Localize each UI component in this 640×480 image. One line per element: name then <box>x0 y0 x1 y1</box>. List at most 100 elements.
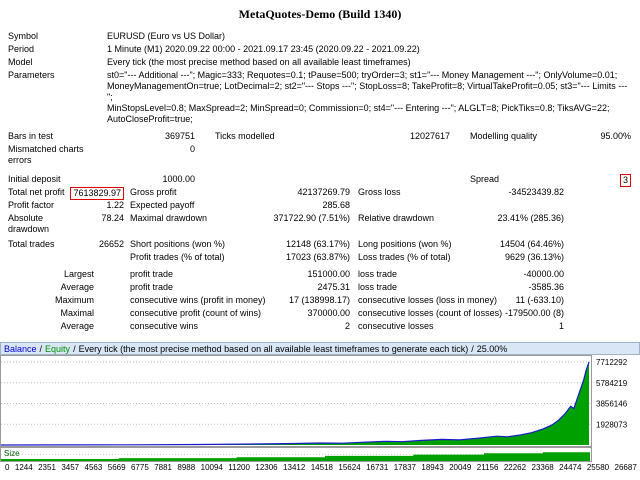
average-profit-trade-value: 2475.31 <box>317 282 350 292</box>
max-consecutive-losses-value: 11 (-633.10) <box>515 295 564 305</box>
average-loss-trade-value: -3585.36 <box>528 282 564 292</box>
total-trades-label: Total trades <box>8 239 55 249</box>
gross-loss-label: Gross loss <box>358 187 401 197</box>
x-axis-label: 10094 <box>200 463 223 472</box>
balance-graph-section: Balance / Equity / Every tick (the most prec… <box>0 342 640 473</box>
x-axis-label: 3457 <box>61 463 80 472</box>
y-axis-label: 5784219 <box>596 379 628 388</box>
net-profit-highlight-box: 7613829.97 <box>70 187 124 200</box>
x-axis-label: 22262 <box>503 463 527 472</box>
row-parameters: Parameters st0="--- Additional ---"; Mag… <box>0 70 640 125</box>
row-maximum-consecutive: Maximum consecutive wins (profit in mone… <box>0 295 640 308</box>
legend-separator: / <box>471 344 474 354</box>
graph-legend: Balance / Equity / Every tick (the most prec… <box>0 342 640 355</box>
x-axis-label: 14518 <box>310 463 333 472</box>
profit-trades-value: 17023 (63.87%) <box>285 252 350 262</box>
symbol-label: Symbol <box>8 31 39 41</box>
row-maximal-consecutive: Maximal consecutive profit (count of win… <box>0 308 640 321</box>
average-label: Average <box>60 282 94 292</box>
spread-highlight-box: 3 <box>619 174 631 187</box>
gross-profit-value: 42137269.79 <box>297 187 350 197</box>
row-bars-in-test: Bars in test 369751 Ticks modelled 12027… <box>0 131 640 144</box>
largest-label: Largest <box>63 269 94 279</box>
symbol-value: EURUSD (Euro vs US Dollar) <box>107 31 226 41</box>
maximal-consecutive-profit-label: consecutive profit (count of wins) <box>130 308 262 318</box>
deposit-value: 1000.00 <box>162 174 195 184</box>
max-consecutive-losses-label: consecutive losses (loss in money) <box>358 295 498 305</box>
x-axis-label: 0 <box>5 463 10 472</box>
maximum-label: Maximum <box>54 295 94 305</box>
y-axis-label: 1928073 <box>596 420 628 429</box>
lot-size-chart <box>0 447 592 462</box>
x-axis-label: 18943 <box>421 463 444 472</box>
expected-payoff-value: 285.68 <box>322 200 350 210</box>
x-axis-label: 11200 <box>228 463 250 472</box>
y-axis-label: 3856146 <box>596 400 628 409</box>
legend-separator: / <box>73 344 76 354</box>
ticks-value: 12027617 <box>409 131 450 141</box>
mismatched-value: 0 <box>189 144 195 154</box>
row-profit-trades: Profit trades (% of total) 17023 (63.87%… <box>0 252 640 265</box>
quality-label: Modelling quality <box>470 131 538 141</box>
long-positions-value: 14504 (64.46%) <box>499 239 564 249</box>
maximal-consecutive-losses-label: consecutive losses (count of losses) <box>358 308 503 318</box>
legend-model-text: Every tick (the most precise method base… <box>78 344 469 354</box>
maximal-consecutive-profit-value: 370000.00 <box>307 308 350 318</box>
profit-trades-label: Profit trades (% of total) <box>130 252 225 262</box>
spread-label: Spread <box>470 174 500 184</box>
net-profit-value: 7613829.97 <box>70 187 124 200</box>
relative-drawdown-value: 23.41% (285.36) <box>497 213 564 223</box>
x-axis-label: 6775 <box>130 463 149 472</box>
avg-consecutive-losses-value: 1 <box>558 321 564 331</box>
relative-drawdown-label: Relative drawdown <box>358 213 435 223</box>
quality-value: 95.00% <box>600 131 631 141</box>
profit-factor-label: Profit factor <box>8 200 55 210</box>
short-positions-value: 12148 (63.17%) <box>285 239 350 249</box>
parameters-label: Parameters <box>8 70 55 80</box>
max-consecutive-wins-label: consecutive wins (profit in money) <box>130 295 266 305</box>
row-profit-factor: Profit factor 1.22 Expected payoff 285.6… <box>0 200 640 213</box>
period-value: 1 Minute (M1) 2020.09.22 00:00 - 2021.09… <box>107 44 420 54</box>
x-axis-label: 2351 <box>38 463 56 472</box>
row-largest: Largest profit trade 151000.00 loss trad… <box>0 269 640 282</box>
loss-trades-label: Loss trades (% of total) <box>358 252 451 262</box>
legend-balance: Balance <box>4 344 37 354</box>
mismatched-label: Mismatched charts errors <box>8 144 84 165</box>
largest-loss-trade-value: -40000.00 <box>523 269 564 279</box>
x-axis-label: 17837 <box>393 463 416 472</box>
avg-consecutive-label: Average <box>60 321 94 331</box>
size-chart-label: Size <box>4 449 20 458</box>
size-chart-section: Size <box>0 447 640 462</box>
largest-profit-trade-value: 151000.00 <box>307 269 350 279</box>
row-model: Model Every tick (the most precise metho… <box>0 57 640 70</box>
gross-profit-label: Gross profit <box>130 187 177 197</box>
row-net-profit: Total net profit 7613829.97 Gross profit… <box>0 187 640 200</box>
largest-profit-trade-label: profit trade <box>130 269 174 279</box>
long-positions-label: Long positions (won %) <box>358 239 452 249</box>
x-axis-label: 1244 <box>14 463 33 472</box>
spread-value: 3 <box>580 174 631 187</box>
report-title: MetaQuotes-Demo (Build 1340) <box>238 7 402 21</box>
row-average-consecutive: Average consecutive wins 2 consecutive l… <box>0 321 640 334</box>
x-axis-label: 16731 <box>366 463 389 472</box>
x-axis-label: 25580 <box>586 463 610 472</box>
largest-loss-trade-label: loss trade <box>358 269 398 279</box>
ticks-label: Ticks modelled <box>215 131 275 141</box>
absolute-drawdown-value: 78.24 <box>101 213 124 223</box>
x-axis-label: 15624 <box>338 463 361 472</box>
x-axis-label: 24474 <box>559 463 582 472</box>
avg-consecutive-wins-label: consecutive wins <box>130 321 199 331</box>
x-axis-label: 7881 <box>154 463 172 472</box>
model-value: Every tick (the most precise method base… <box>107 57 411 67</box>
expected-payoff-label: Expected payoff <box>130 200 195 210</box>
maximal-drawdown-label: Maximal drawdown <box>130 213 208 223</box>
x-axis-label: 5669 <box>107 463 126 472</box>
short-positions-label: Short positions (won %) <box>130 239 226 249</box>
bars-label: Bars in test <box>8 131 54 141</box>
x-axis-label: 8988 <box>177 463 196 472</box>
x-axis-labels: 0 1244 2351 3457 4563 5669 6775 7881 8988 10094 11… <box>0 462 640 473</box>
loss-trades-value: 9629 (36.13%) <box>504 252 564 262</box>
row-period: Period 1 Minute (M1) 2020.09.22 00:00 - … <box>0 44 640 57</box>
parameters-value: st0="--- Additional ---"; Magic=333; Req… <box>107 70 628 124</box>
